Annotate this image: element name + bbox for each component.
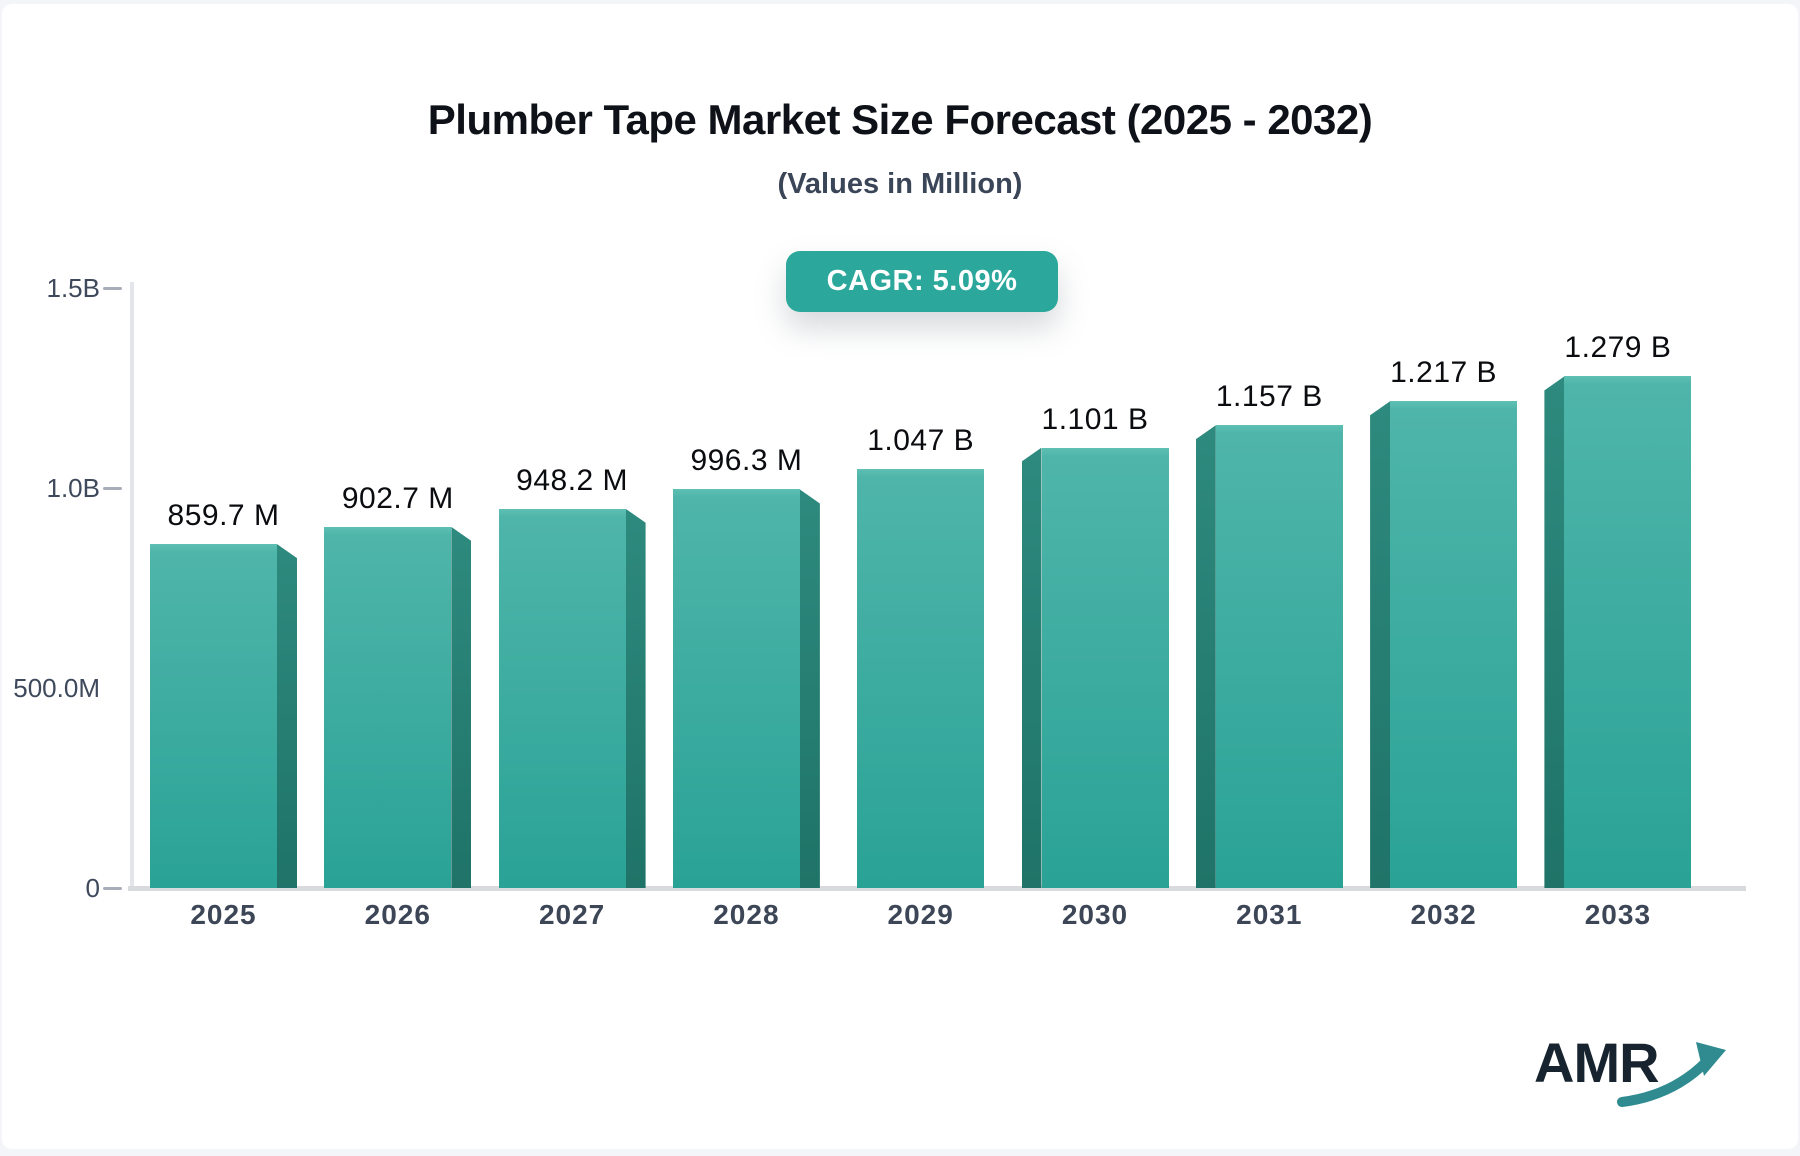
bar-value-label-2031: 1.157 B — [1215, 380, 1323, 414]
bar-value-label-2026: 902.7 M — [341, 481, 454, 515]
x-tick-label-2032: 2032 — [1410, 899, 1477, 930]
bar-side-shadow-2026 — [451, 526, 472, 888]
bar-side-shadow-2030 — [1021, 447, 1042, 888]
y-tick-label-500.0M: 500.0M — [13, 673, 100, 703]
bar-2031 — [1215, 425, 1343, 888]
cagr-badge-label: CAGR: 5.09% — [826, 265, 1018, 297]
bar-side-shadow-2032 — [1370, 401, 1391, 888]
bar-value-label-2032: 1.217 B — [1390, 356, 1498, 390]
y-tick-dash — [103, 286, 122, 290]
chart-title: Plumber Tape Market Size Forecast (2025 … — [427, 96, 1373, 143]
bar-2033 — [1564, 376, 1692, 888]
amr-logo: AMR — [1528, 1030, 1748, 1125]
growth-arrow-icon — [1617, 1042, 1726, 1107]
bar-2030 — [1041, 447, 1169, 888]
bar-value-label-2028: 996.3 M — [690, 444, 803, 478]
y-tick-dash — [103, 486, 122, 490]
bar-side-shadow-2025 — [277, 544, 297, 888]
y-tick-label-0: 0 — [85, 873, 100, 903]
bar-side-shadow-2033 — [1544, 376, 1565, 888]
bar-2029 — [857, 469, 985, 888]
bar-value-label-2029: 1.047 B — [867, 424, 975, 458]
bar-value-label-2033: 1.279 B — [1564, 331, 1672, 365]
y-axis-line — [130, 282, 134, 888]
x-tick-label-2025: 2025 — [190, 899, 257, 930]
bar-value-label-2025: 859.7 M — [167, 499, 280, 533]
bar-value-label-2027: 948.2 M — [516, 463, 629, 497]
x-tick-label-2028: 2028 — [713, 899, 780, 930]
x-tick-label-2029: 2029 — [887, 899, 954, 930]
bar-side-shadow-2027 — [625, 508, 646, 888]
x-tick-label-2033: 2033 — [1584, 899, 1652, 930]
y-tick-label-1.5B: 1.5B — [46, 273, 101, 303]
bar-value-label-2030: 1.101 B — [1041, 402, 1149, 436]
bar-2027 — [498, 508, 626, 888]
x-tick-label-2030: 2030 — [1061, 899, 1129, 930]
y-tick-dash — [103, 886, 122, 890]
x-axis-line — [128, 886, 1746, 891]
bar-side-shadow-2031 — [1195, 425, 1216, 888]
bar-2028 — [672, 489, 800, 888]
bar-side-shadow-2028 — [799, 489, 820, 888]
chart-card: Plumber Tape Market Size Forecast (2025 … — [2, 4, 1798, 1149]
bar-2032 — [1390, 401, 1518, 888]
x-tick-label-2026: 2026 — [364, 899, 431, 930]
y-tick-label-1.0B: 1.0B — [46, 473, 101, 503]
x-tick-label-2027: 2027 — [538, 899, 606, 930]
amr-logo-text: AMR — [1534, 1031, 1660, 1094]
bar-2025 — [150, 544, 277, 888]
x-tick-label-2031: 2031 — [1236, 899, 1303, 930]
cagr-badge: CAGR: 5.09% — [786, 251, 1058, 312]
chart-subtitle: (Values in Million) — [777, 168, 1023, 200]
bar-2026 — [324, 526, 452, 888]
